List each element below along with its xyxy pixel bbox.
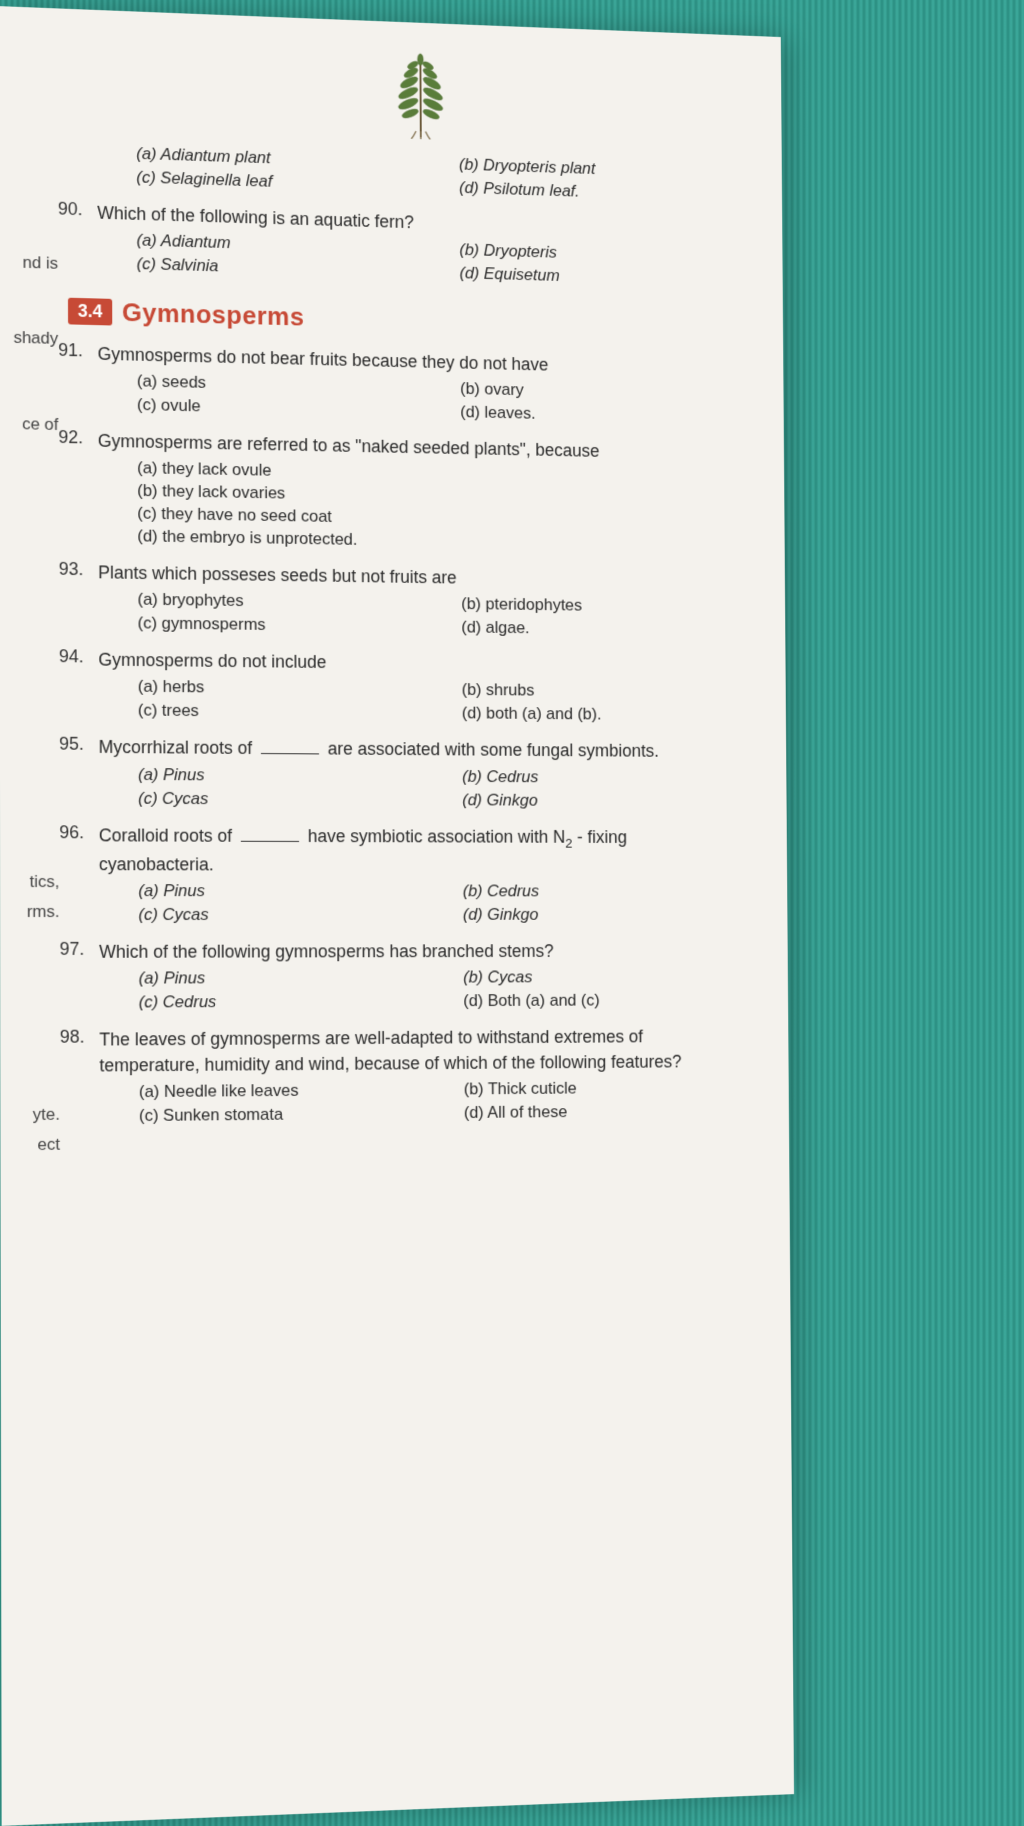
- option-c: (c) Cedrus: [139, 991, 425, 1012]
- question-number: 97.: [60, 939, 85, 960]
- option-b: (b) Cedrus: [463, 881, 741, 901]
- section-title: Gymnosperms: [122, 297, 304, 332]
- options-row: (c) Cycas (d) Ginkgo: [138, 788, 740, 811]
- margin-text: tics,: [0, 872, 59, 892]
- option-b: (b) ovary: [460, 379, 737, 405]
- option-a: (a) Pinus: [139, 968, 425, 989]
- question-number: 96.: [59, 822, 84, 843]
- option-d: (d) Ginkgo: [463, 905, 741, 925]
- margin-text: ect: [0, 1135, 60, 1156]
- option-d: (d) Ginkgo: [462, 790, 740, 811]
- option-a: (a) bryophytes: [137, 590, 423, 614]
- question-number: 91.: [58, 340, 83, 361]
- options-row: (c) trees (d) both (a) and (b).: [138, 701, 740, 726]
- section-number: 3.4: [68, 298, 112, 326]
- option-d: (d) Equisetum: [459, 264, 736, 291]
- option-a: (a) Pinus: [138, 765, 424, 786]
- options-row: (c) gymnosperms (d) algae.: [138, 614, 739, 641]
- option-a: (a) Needle like leaves: [139, 1080, 426, 1102]
- option-c: (c) ovule: [137, 395, 422, 421]
- question-text: Mycorrhizal roots of are associated with…: [99, 734, 740, 764]
- question-number: 92.: [58, 427, 83, 448]
- option-d: (d) leaves.: [460, 403, 737, 428]
- option-c: (c) Cycas: [138, 788, 424, 809]
- option-b: (b) shrubs: [462, 681, 740, 703]
- fern-illustration: [97, 39, 736, 154]
- option-b: (b) Thick cuticle: [464, 1078, 743, 1100]
- question-number: 95.: [59, 734, 84, 755]
- option-c: (c) Selaginella leaf: [136, 168, 421, 197]
- fill-blank: [241, 824, 299, 842]
- question-number: 93.: [59, 559, 84, 580]
- option-d: (d) Psilotum leaf.: [459, 178, 736, 206]
- option-d: (d) Both (a) and (c): [463, 990, 741, 1011]
- question-90: 90. Which of the following is an aquatic…: [97, 200, 736, 291]
- question-text: Plants which posseses seeds but not frui…: [98, 560, 739, 595]
- margin-text: yte.: [0, 1105, 60, 1126]
- option-b: (b) pteridophytes: [461, 595, 739, 618]
- question-number: 98.: [60, 1027, 85, 1048]
- question-95: 95. Mycorrhizal roots of are associated …: [99, 734, 741, 810]
- question-text: Gymnosperms do not include: [98, 647, 739, 680]
- question-number: 90.: [58, 199, 83, 220]
- option-c: (c) Cycas: [138, 905, 424, 925]
- margin-text: rms.: [0, 902, 60, 922]
- question-97: 97. Which of the following gymnosperms h…: [99, 938, 742, 1013]
- options-col: (a) they lack ovule (b) they lack ovarie…: [137, 459, 738, 557]
- options-row: (a) Pinus (b) Cedrus: [138, 881, 741, 901]
- option-d: (d) algae.: [461, 618, 739, 641]
- question-text: The leaves of gymnosperms are well-adapt…: [99, 1023, 742, 1078]
- textbook-page: nd is shady ce of tics, rms. yte. ect: [0, 6, 794, 1826]
- options-row: (a) Needle like leaves (b) Thick cuticle: [139, 1078, 742, 1103]
- options-row: (c) Cycas (d) Ginkgo: [138, 905, 741, 925]
- options-row: (a) herbs (b) shrubs: [138, 677, 740, 702]
- option-a: (a) herbs: [138, 677, 424, 699]
- option-a: (a) seeds: [137, 372, 422, 398]
- option-d: (d) All of these: [464, 1101, 743, 1123]
- option-a: (a) Pinus: [138, 881, 424, 901]
- option-d: (d) both (a) and (b).: [462, 704, 740, 726]
- option-a: (a) Adiantum: [136, 231, 421, 259]
- section-header: 3.4 Gymnosperms: [68, 296, 737, 344]
- options-row: (c) Cedrus (d) Both (a) and (c): [139, 990, 742, 1012]
- options-row: (a) Pinus (b) Cycas: [139, 967, 742, 988]
- question-91: 91. Gymnosperms do not bear fruits becau…: [98, 341, 738, 428]
- question-98: 98. The leaves of gymnosperms are well-a…: [99, 1023, 742, 1126]
- option-b: (b) Cycas: [463, 967, 741, 987]
- options-row: (a) bryophytes (b) pteridophytes: [137, 590, 738, 618]
- margin-text: nd is: [0, 252, 58, 274]
- options-row: (c) Sunken stomata (d) All of these: [139, 1101, 743, 1126]
- option-b: (b) Cedrus: [462, 767, 740, 788]
- option-c: (c) gymnosperms: [138, 614, 424, 637]
- question-text: Coralloid roots of have symbiotic associ…: [99, 822, 741, 878]
- margin-text: shady: [0, 327, 58, 349]
- question-96: 96. Coralloid roots of have symbiotic as…: [99, 822, 741, 925]
- option-b: (b) Dryopteris: [459, 240, 736, 267]
- question-text: Which of the following gymnosperms has b…: [99, 938, 741, 965]
- options-row: (a) Pinus (b) Cedrus: [138, 765, 740, 788]
- question-93: 93. Plants which posseses seeds but not …: [98, 560, 739, 641]
- question-92: 92. Gymnosperms are referred to as "nake…: [98, 428, 739, 556]
- question-94: 94. Gymnosperms do not include (a) herbs…: [98, 647, 739, 726]
- option-c: (c) trees: [138, 701, 424, 723]
- option-c: (c) Salvinia: [137, 254, 422, 282]
- option-c: (c) Sunken stomata: [139, 1104, 426, 1126]
- fill-blank: [261, 737, 319, 755]
- margin-text: ce of: [0, 414, 58, 435]
- question-number: 94.: [59, 647, 84, 668]
